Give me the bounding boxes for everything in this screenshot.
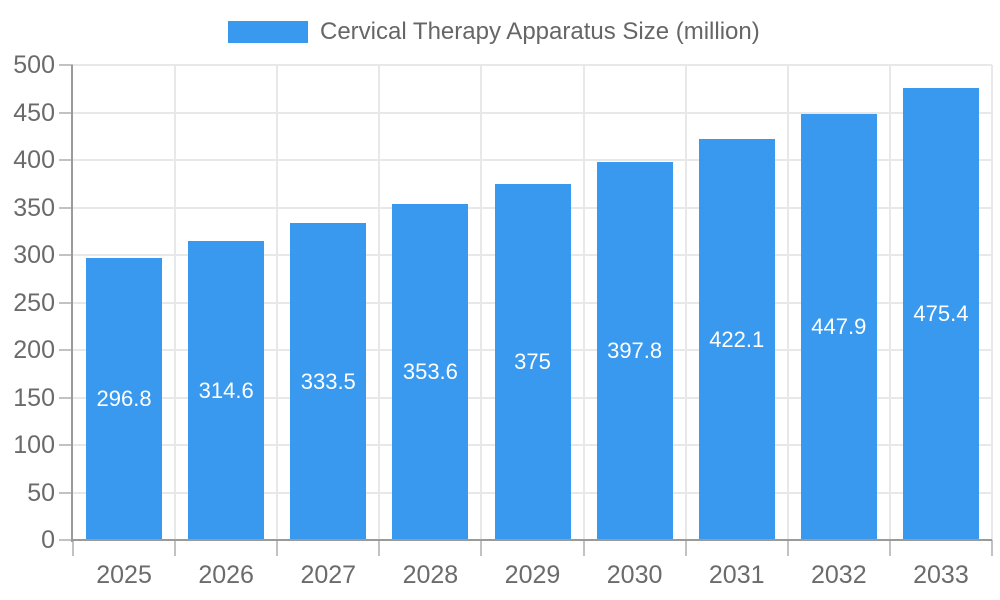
y-axis-label: 400: [13, 146, 55, 174]
v-gridline: [378, 65, 381, 540]
h-gridline: [73, 159, 992, 161]
y-axis-tick: [59, 64, 73, 66]
x-axis-label: 2032: [811, 561, 867, 589]
bar-value-label: 375: [514, 348, 551, 374]
bar-value-label: 447.9: [811, 314, 867, 340]
y-axis-tick: [59, 111, 73, 114]
y-axis-label: 100: [13, 431, 55, 459]
bar[interactable]: [800, 114, 877, 540]
x-axis-label: 2028: [402, 561, 459, 589]
y-axis-label: 450: [13, 98, 55, 127]
x-axis-tick: [786, 540, 789, 556]
y-axis-label: 150: [13, 383, 55, 412]
v-gridline: [276, 65, 279, 540]
y-axis-label: 200: [13, 336, 55, 364]
x-axis-label: 2030: [606, 561, 663, 589]
y-axis-tick: [59, 491, 73, 494]
bar-value-label: 397.8: [607, 338, 663, 364]
y-axis-label: 0: [41, 526, 55, 554]
bar-value-label: 296.8: [96, 386, 152, 412]
y-axis-label: 300: [13, 241, 55, 269]
x-axis-label: 2026: [198, 561, 254, 589]
x-axis-tick: [378, 540, 381, 556]
bar[interactable]: [902, 88, 979, 540]
bar-value-label: 475.4: [913, 301, 969, 327]
y-axis-tick: [59, 539, 73, 541]
bar[interactable]: [86, 258, 163, 540]
y-axis-tick: [59, 396, 73, 399]
x-axis-tick: [276, 540, 279, 556]
h-gridline: [73, 64, 992, 66]
v-gridline: [174, 65, 177, 540]
y-axis-line: [71, 65, 73, 542]
bar[interactable]: [188, 241, 265, 540]
bar[interactable]: [494, 183, 571, 540]
bar[interactable]: [392, 204, 469, 540]
bar[interactable]: [596, 162, 673, 540]
x-axis-tick: [174, 540, 177, 556]
y-axis-tick: [59, 159, 73, 161]
y-axis-tick: [59, 254, 73, 256]
x-axis-tick: [582, 540, 585, 556]
x-axis-label: 2031: [708, 561, 765, 589]
v-gridline: [888, 65, 891, 540]
y-axis-tick: [59, 444, 73, 446]
bar-value-label: 422.1: [709, 326, 765, 352]
v-gridline: [582, 65, 585, 540]
x-axis-tick: [72, 540, 74, 556]
x-axis-label: 2025: [96, 561, 152, 589]
v-gridline: [480, 65, 483, 540]
x-axis-label: 2027: [300, 561, 357, 589]
y-axis-label: 500: [13, 51, 55, 79]
y-axis-tick: [59, 301, 73, 304]
legend-swatch: [228, 21, 308, 43]
h-gridline: [73, 111, 992, 114]
v-gridline: [684, 65, 687, 540]
bar[interactable]: [698, 139, 775, 540]
y-axis-tick: [59, 349, 73, 351]
bar-value-label: 314.6: [198, 377, 254, 403]
y-axis-label: 250: [13, 288, 55, 317]
x-axis-label: 2029: [504, 561, 561, 589]
y-axis-label: 50: [27, 478, 55, 507]
bar[interactable]: [290, 223, 367, 540]
x-axis-tick: [480, 540, 483, 556]
y-axis-label: 350: [13, 193, 55, 222]
x-axis-tick: [888, 540, 891, 556]
y-axis-tick: [59, 206, 73, 209]
x-axis-tick: [991, 540, 993, 556]
x-axis-line: [71, 539, 992, 541]
legend[interactable]: Cervical Therapy Apparatus Size (million…: [228, 14, 760, 50]
x-axis-tick: [684, 540, 687, 556]
x-axis-label: 2033: [913, 561, 969, 589]
bar-value-label: 353.6: [402, 359, 458, 385]
legend-label: Cervical Therapy Apparatus Size (million…: [320, 18, 760, 45]
v-gridline: [786, 65, 789, 540]
v-gridline: [991, 65, 993, 540]
bar-value-label: 333.5: [300, 368, 356, 394]
